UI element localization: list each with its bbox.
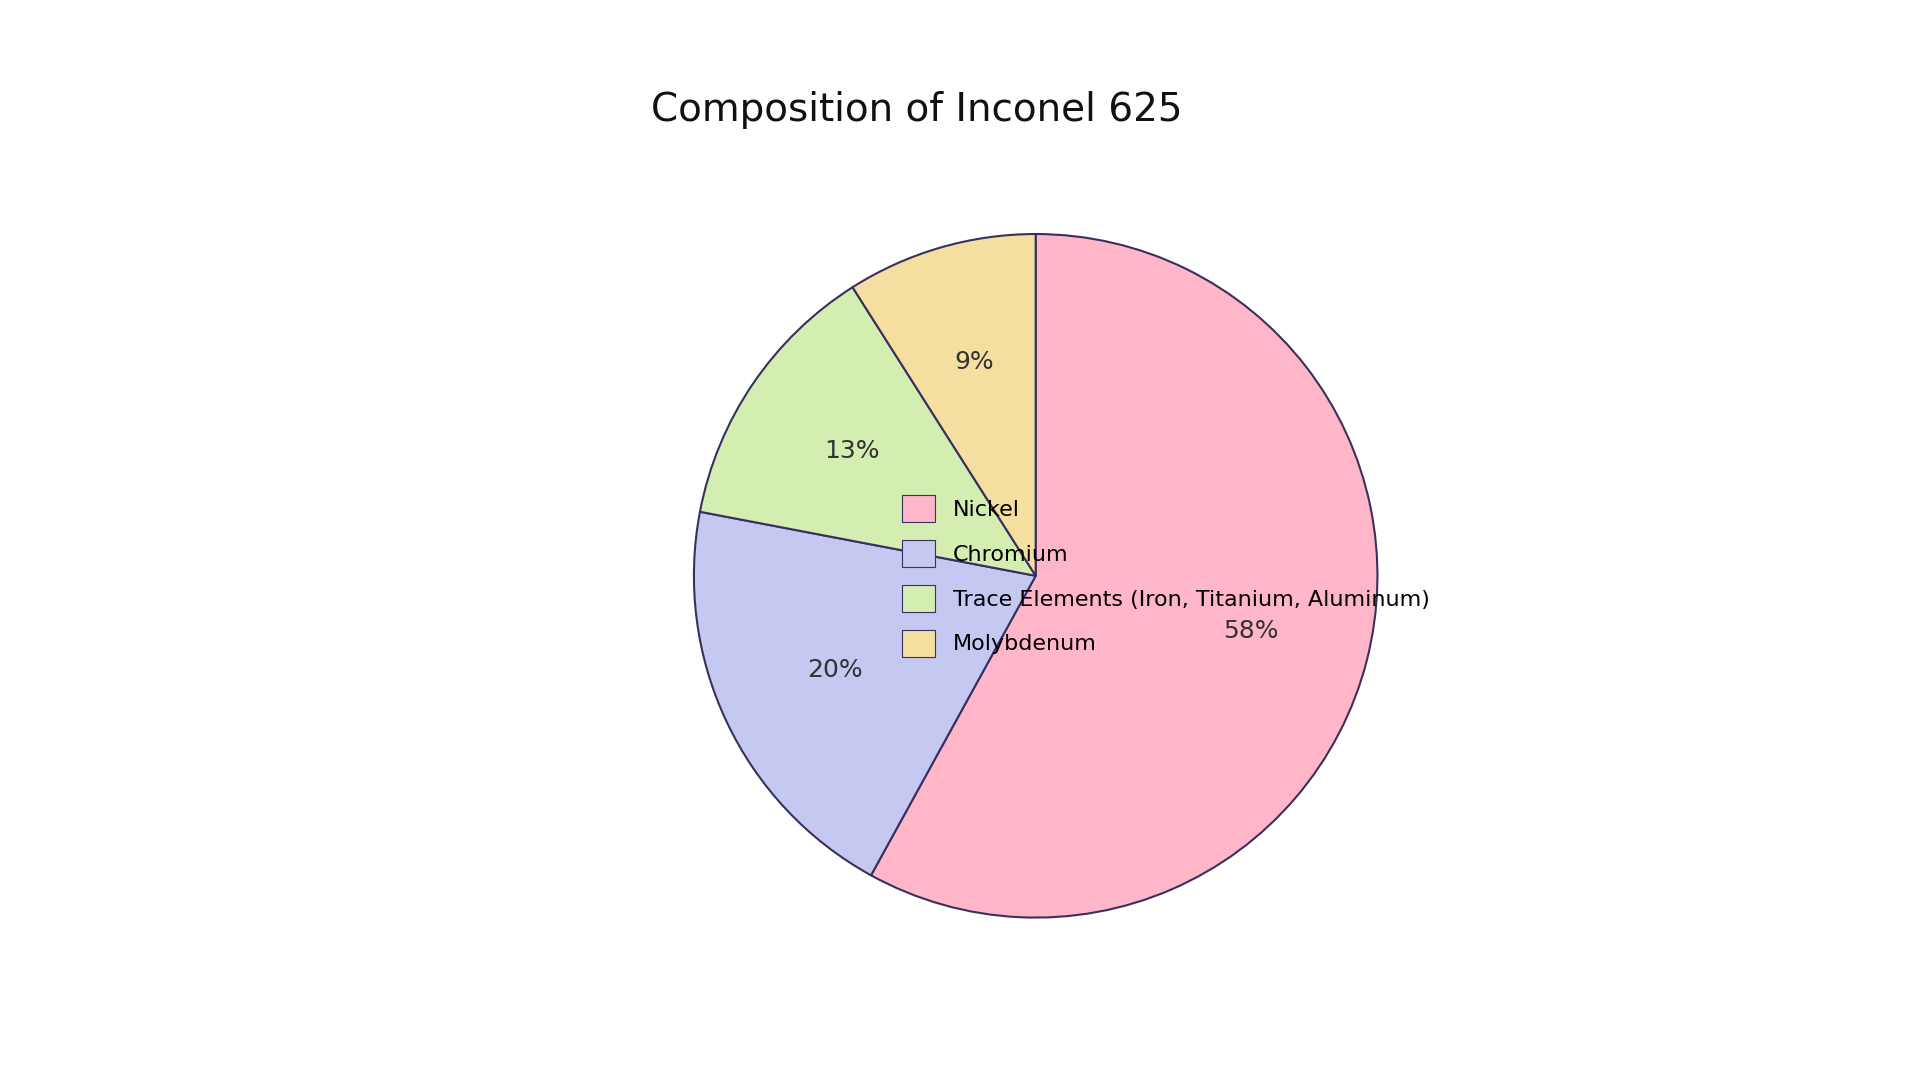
Wedge shape — [693, 512, 1035, 875]
Text: Composition of Inconel 625: Composition of Inconel 625 — [651, 91, 1183, 129]
Text: 58%: 58% — [1223, 619, 1279, 643]
Text: 9%: 9% — [954, 351, 993, 375]
Wedge shape — [852, 234, 1035, 576]
Legend: Nickel, Chromium, Trace Elements (Iron, Titanium, Aluminum), Molybdenum: Nickel, Chromium, Trace Elements (Iron, … — [879, 472, 1452, 679]
Wedge shape — [701, 287, 1035, 576]
Text: 13%: 13% — [824, 439, 879, 462]
Text: 20%: 20% — [806, 658, 862, 682]
Wedge shape — [872, 234, 1377, 917]
